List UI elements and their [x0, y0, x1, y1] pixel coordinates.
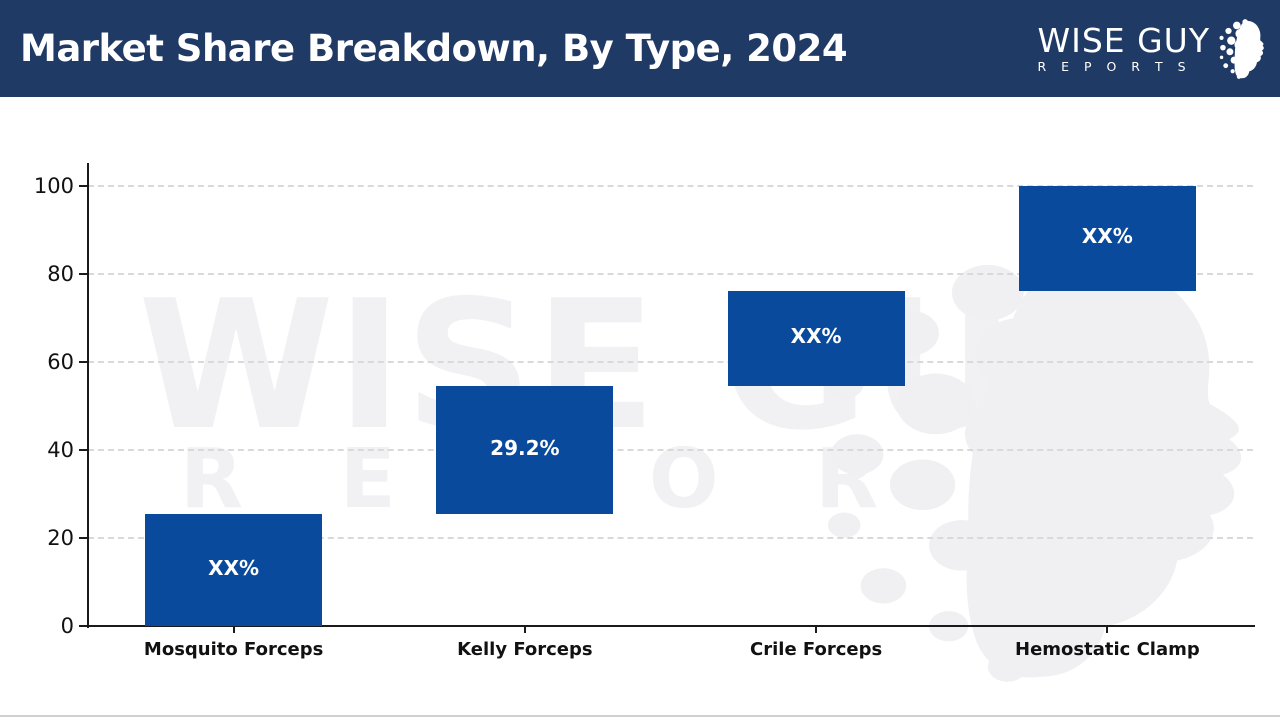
- bar-hemostatic-clamp: [1018, 186, 1196, 291]
- footer-divider: [0, 715, 1280, 717]
- bar-value-label: XX%: [790, 324, 842, 349]
- y-axis-tick-20: [79, 537, 88, 539]
- x-axis-label-3: Crile Forceps: [750, 639, 883, 660]
- page-title: Market Share Breakdown, By Type, 2024: [20, 27, 848, 70]
- logo-wordmark: WISE GUY R E P O R T S: [1037, 20, 1210, 75]
- bar-kelly-forceps: [436, 385, 614, 515]
- logo-wordmark-line2: R E P O R T S: [1037, 58, 1192, 74]
- y-axis-label-20: 20: [47, 526, 74, 550]
- y-axis-tick-60: [79, 361, 88, 363]
- logo-face-icon: [1216, 10, 1266, 88]
- y-axis-tick-0: [79, 625, 88, 627]
- y-axis-tick-80: [79, 273, 88, 275]
- x-axis-tick: [232, 626, 235, 633]
- x-axis-label-1: Mosquito Forceps: [143, 639, 324, 660]
- header-bar: Market Share Breakdown, By Type, 2024 WI…: [0, 0, 1280, 97]
- y-axis-label-40: 40: [47, 438, 74, 462]
- y-axis-label-0: 0: [60, 614, 74, 638]
- x-axis-tick: [815, 626, 818, 633]
- y-axis-label-100: 100: [33, 174, 74, 198]
- x-axis-line: [87, 625, 1255, 627]
- x-axis-label-2: Kelly Forceps: [457, 639, 593, 660]
- y-axis-tick-100: [79, 185, 88, 187]
- y-axis-label-60: 60: [47, 350, 74, 374]
- y-axis-tick-40: [79, 449, 88, 451]
- x-axis-tick: [523, 626, 526, 633]
- bar-value-label: XX%: [208, 556, 260, 581]
- bar-value-label: 29.2%: [490, 436, 560, 460]
- gridline-20: [88, 537, 1253, 539]
- x-axis-label-4: Hemostatic Clamp: [1015, 639, 1200, 660]
- bar-crile-forceps: [727, 290, 905, 386]
- x-axis-tick: [1106, 626, 1109, 633]
- gridline-100: [88, 185, 1253, 187]
- bar-value-label: XX%: [1081, 224, 1133, 249]
- gridline-60: [88, 361, 1253, 363]
- bar-mosquito-forceps: [145, 514, 323, 626]
- gridline-80: [88, 273, 1253, 275]
- chart-plot-area: 0 20 40 60 80 100 XX% Mosquito Forceps 29.2% Kell…: [0, 97, 1280, 717]
- y-axis-line: [87, 163, 89, 628]
- logo-wordmark-line1: WISE GUY: [1037, 20, 1210, 60]
- y-axis-label-80: 80: [47, 262, 74, 286]
- gridline-40: [88, 449, 1253, 451]
- wise-guy-reports-logo: WISE GUY R E P O R T S: [1037, 10, 1280, 88]
